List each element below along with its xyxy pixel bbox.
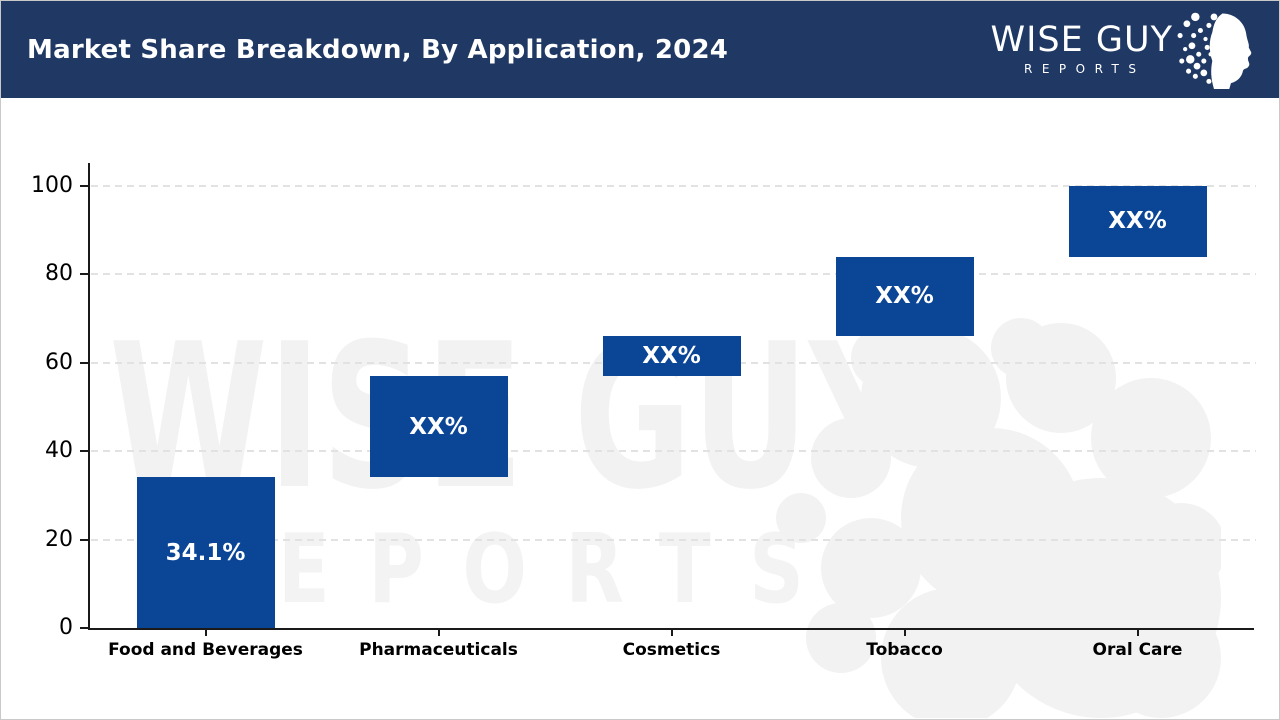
y-tick: [80, 450, 89, 453]
x-tick: [437, 630, 440, 636]
gridline: [91, 538, 1256, 541]
x-tick: [670, 630, 673, 636]
y-tick: [80, 273, 89, 276]
gridline: [91, 450, 1256, 453]
bar: 34.1%: [136, 477, 275, 628]
y-tick-label: 0: [59, 615, 73, 640]
bar-value-label: XX%: [875, 283, 934, 310]
y-tick-label: 20: [45, 526, 73, 552]
logo-subtext: REPORTS: [1023, 62, 1146, 76]
y-tick: [80, 185, 89, 187]
y-tick-label: 80: [45, 261, 73, 287]
y-tick: [80, 361, 89, 364]
bar-value-label: XX%: [642, 343, 701, 370]
y-tick-label: 100: [31, 173, 73, 198]
logo-wordmark: WISE GUY: [990, 20, 1173, 60]
header-bar: Market Share Breakdown, By Application, …: [1, 1, 1279, 98]
x-axis-label: Tobacco: [866, 640, 943, 660]
y-tick-label: 60: [45, 349, 73, 375]
bar-value-label: XX%: [1108, 208, 1167, 235]
gridline: [91, 185, 1256, 187]
x-axis-label: Pharmaceuticals: [359, 640, 518, 660]
bar: XX%: [1068, 186, 1207, 257]
bar-value-label: XX%: [409, 413, 468, 440]
x-axis-label: Cosmetics: [622, 640, 721, 660]
x-axis-label: Food and Beverages: [108, 640, 303, 660]
logo-text: WISE GUY REPORTS: [990, 20, 1173, 77]
x-axis-line: [88, 628, 1254, 630]
y-tick: [80, 627, 89, 629]
bar: XX%: [835, 256, 974, 337]
y-tick: [80, 538, 89, 541]
bar: XX%: [369, 376, 508, 478]
bar: XX%: [602, 336, 741, 377]
wise-guy-logo: WISE GUY REPORTS: [990, 9, 1253, 91]
x-tick: [1136, 630, 1139, 636]
x-axis-label: Oral Care: [1092, 640, 1183, 660]
bar-value-label: 34.1%: [165, 539, 246, 566]
gridline: [91, 273, 1256, 276]
y-axis-line: [88, 163, 90, 630]
x-tick: [903, 630, 906, 636]
x-tick: [204, 630, 207, 636]
page-title: Market Share Breakdown, By Application, …: [27, 34, 729, 65]
y-tick-label: 40: [45, 438, 73, 464]
dotted-head-icon: [1177, 12, 1252, 89]
